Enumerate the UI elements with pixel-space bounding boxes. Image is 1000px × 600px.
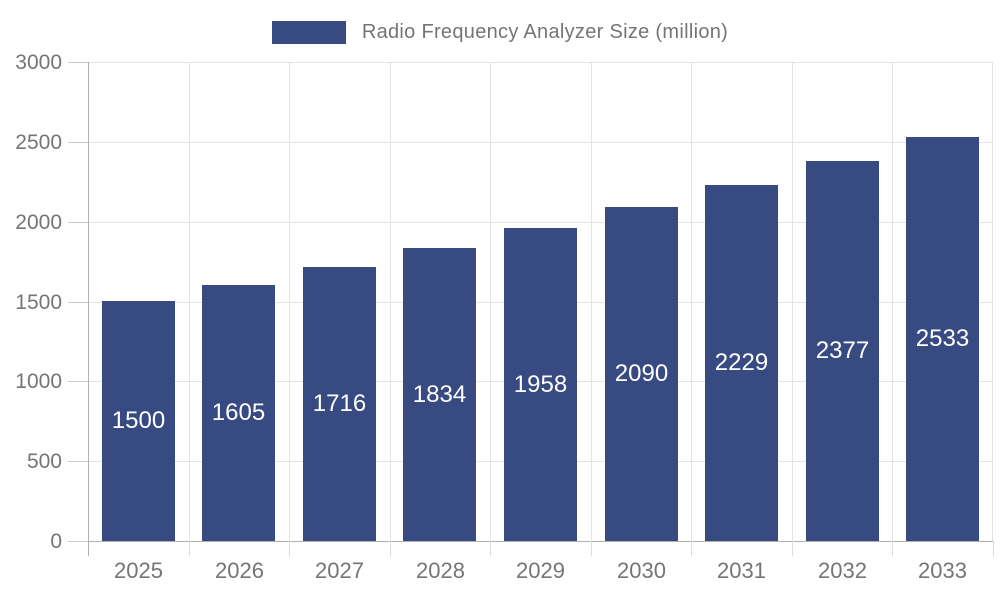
y-tick-label: 3000 [15,51,62,74]
y-axis-tick [68,222,88,223]
legend[interactable]: Radio Frequency Analyzer Size (million) [0,21,1000,44]
x-axis-line [88,541,993,542]
y-axis-tick [68,142,88,143]
x-axis-tick [892,541,893,556]
bar-2031[interactable]: 2229 [705,185,778,541]
x-tick-label: 2029 [516,558,565,583]
y-tick-label: 2500 [15,131,62,154]
plot-area: 1500 1605 1716 1834 1958 2090 2229 2377 2533 [88,62,993,541]
y-axis-tick [68,302,88,303]
x-axis-tick [390,541,391,556]
bar-value-label: 1958 [513,370,568,398]
y-tick-label: 1500 [15,291,62,314]
bar-2030[interactable]: 2090 [605,207,678,541]
v-gridline [189,62,190,541]
x-tick-label: 2031 [717,558,766,583]
bar-value-label: 1716 [312,390,367,417]
x-tick-label: 2032 [818,558,867,583]
bar-2025[interactable]: 1500 [102,301,175,541]
bar-value-label: 1500 [111,407,166,434]
y-tick-label: 1000 [15,370,62,393]
bar-value-label: 1605 [211,399,266,426]
v-gridline [390,62,391,541]
x-tick-label: 2030 [617,558,666,583]
y-tick-label: 500 [26,450,62,473]
x-tick-label: 2033 [918,558,967,583]
y-axis-tick [68,541,88,542]
bar-2028[interactable]: 1834 [403,248,476,541]
x-tick-label: 2028 [416,558,465,583]
v-gridline [792,62,793,541]
x-axis-tick [591,541,592,556]
bar-value-label: 2377 [815,337,870,364]
v-gridline [892,62,893,541]
x-axis-tick [792,541,793,556]
bar-value-label: 1834 [412,380,467,408]
h-gridline [88,62,993,63]
bar-2033[interactable]: 2533 [906,137,979,541]
x-tick-label: 2027 [315,558,364,583]
bar-2027[interactable]: 1716 [303,267,376,541]
h-gridline [88,142,993,143]
v-gridline [992,62,993,541]
v-gridline [691,62,692,541]
legend-label: Radio Frequency Analyzer Size (million) [361,21,729,43]
x-axis-tick [289,541,290,556]
y-axis-tick [68,381,88,382]
bar-value-label: 2229 [714,349,769,376]
y-tick-label: 0 [50,530,62,553]
y-axis-tick [68,461,88,462]
legend-swatch [271,21,346,44]
bar-value-label: 2090 [614,360,669,387]
bar-2032[interactable]: 2377 [806,161,879,541]
x-axis-tick [490,541,491,556]
x-tick-label: 2026 [215,558,264,583]
h-gridline [88,222,993,223]
bar-2026[interactable]: 1605 [202,285,275,541]
y-tick-label: 2000 [15,211,62,234]
x-axis-tick [189,541,190,556]
v-gridline [289,62,290,541]
y-axis-line [88,62,89,556]
bar-value-label: 2533 [915,325,970,352]
x-axis-tick [691,541,692,556]
y-axis-tick [68,62,88,63]
v-gridline [490,62,491,541]
bar-2029[interactable]: 1958 [504,228,577,541]
x-tick-label: 2025 [114,558,163,583]
v-gridline [591,62,592,541]
x-axis-tick [993,541,994,556]
